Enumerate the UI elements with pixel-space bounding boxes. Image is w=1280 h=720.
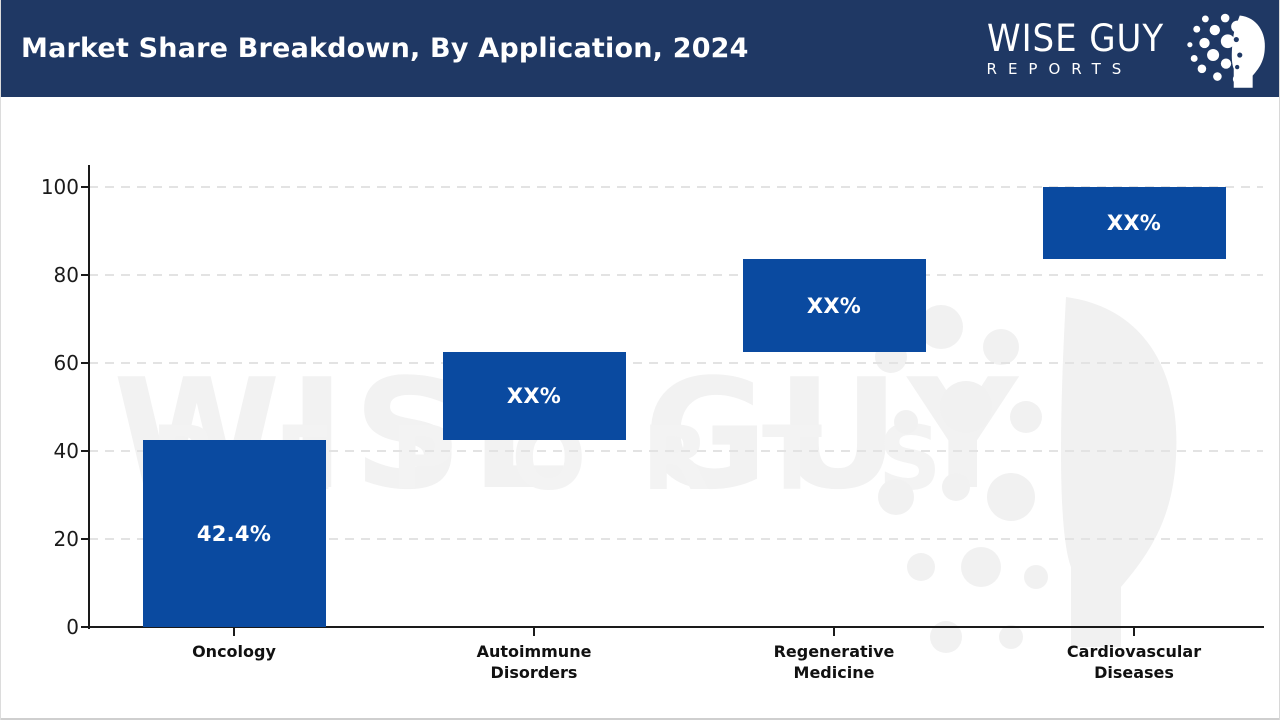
dotted-head-logo-icon xyxy=(1187,13,1265,88)
watermark-dotted-head xyxy=(875,297,1177,653)
x-axis-tick xyxy=(233,628,235,636)
y-tick-label: 20 xyxy=(53,527,79,551)
bar-value-label: XX% xyxy=(1106,211,1162,236)
x-category-label-line: Oncology xyxy=(192,642,276,661)
y-tick-label: 100 xyxy=(40,175,79,199)
bar-2: XX% xyxy=(442,352,626,441)
bar-value-label: 42.4% xyxy=(196,521,272,546)
y-axis-tick xyxy=(81,362,89,364)
logo-text-wise-guy: WISE GUY xyxy=(986,17,1164,60)
x-category-label-line: Cardiovascular xyxy=(1066,642,1202,661)
x-category-label: Regenerative Medicine xyxy=(714,641,954,683)
x-axis-tick xyxy=(1133,628,1135,636)
gridline-100 xyxy=(89,186,1263,188)
y-axis-tick xyxy=(81,626,89,628)
y-axis-tick xyxy=(81,538,89,540)
y-tick-label: 0 xyxy=(66,615,79,639)
y-tick-label: 40 xyxy=(53,439,79,463)
bar-4: XX% xyxy=(1042,187,1226,260)
y-tick-label: 60 xyxy=(53,351,79,375)
y-axis-tick xyxy=(81,274,89,276)
bar-value-label: XX% xyxy=(806,293,862,318)
x-category-label-line: Autoimmune xyxy=(476,642,592,661)
plot-area: WISE GUY REPORTS 0 20 40 60 80 100 42.4% Oncolo… xyxy=(1,97,1279,720)
x-axis-tick xyxy=(533,628,535,636)
x-axis-line xyxy=(88,626,1264,628)
gridline-20 xyxy=(89,538,1263,540)
gridline-40 xyxy=(89,450,1263,452)
bar-value-label: XX% xyxy=(506,384,562,409)
header-bar: Market Share Breakdown, By Application, … xyxy=(1,0,1279,97)
x-category-label-line: Disorders xyxy=(490,663,578,683)
logo-text-reports: REPORTS xyxy=(986,60,1133,78)
y-axis-tick xyxy=(81,186,89,188)
bar-1: 42.4% xyxy=(142,440,326,627)
logo-wordmark: WISE GUY REPORTS xyxy=(987,20,1179,77)
x-axis-tick xyxy=(833,628,835,636)
chart-title: Market Share Breakdown, By Application, … xyxy=(21,33,749,64)
x-category-label: Cardiovascular Diseases xyxy=(1014,641,1254,683)
y-axis-tick xyxy=(81,450,89,452)
x-category-label-line: Regenerative xyxy=(773,642,895,661)
wise-guy-reports-logo: WISE GUY REPORTS xyxy=(987,7,1269,91)
x-category-label: Oncology xyxy=(114,641,354,662)
gridline-60 xyxy=(89,362,1263,364)
bar-3: XX% xyxy=(742,259,926,352)
y-tick-label: 80 xyxy=(53,263,79,287)
y-axis-line xyxy=(88,165,90,629)
gridline-80 xyxy=(89,274,1263,276)
x-category-label-line: Diseases xyxy=(1094,663,1174,683)
x-category-label-line: Medicine xyxy=(793,663,875,683)
x-category-label: Autoimmune Disorders xyxy=(414,641,654,683)
